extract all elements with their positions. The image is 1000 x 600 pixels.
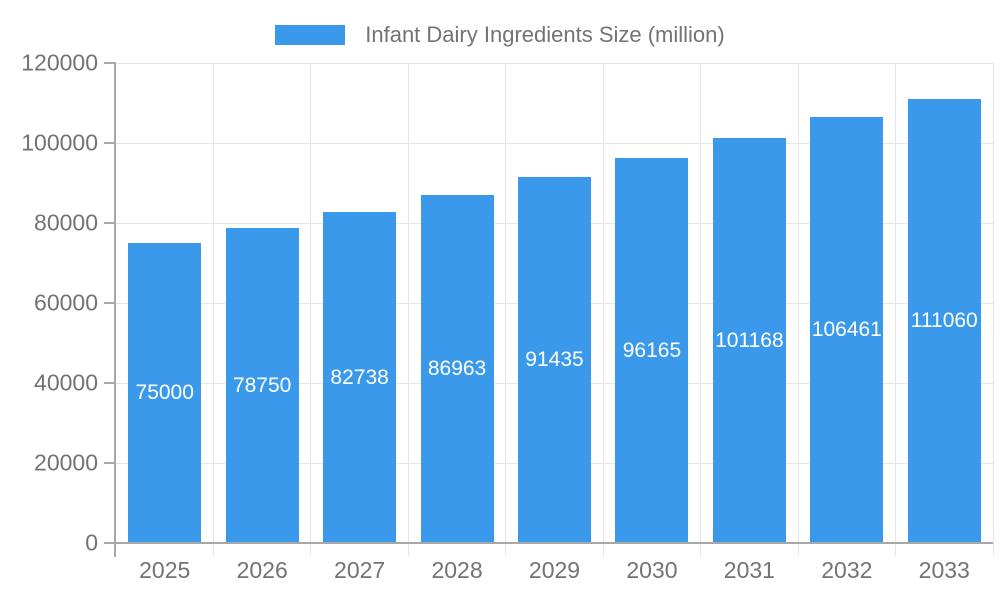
bar[interactable]	[518, 177, 591, 543]
bar[interactable]	[810, 117, 884, 543]
gridline-vertical	[310, 63, 312, 556]
x-axis-line	[114, 542, 993, 544]
x-tick-label: 2029	[528, 557, 581, 583]
gridline-horizontal	[116, 62, 993, 64]
bar-value-label: 82738	[330, 365, 389, 389]
bar[interactable]	[615, 158, 689, 543]
y-tick-label: 40000	[34, 369, 98, 396]
x-tick-label: 2028	[431, 557, 483, 583]
gridline-vertical	[212, 63, 214, 556]
y-tick	[104, 462, 116, 464]
bar-value-label: 111060	[910, 308, 978, 332]
y-tick	[104, 542, 116, 544]
x-tick-label: 2025	[139, 557, 191, 583]
y-tick-label: 100000	[21, 129, 98, 156]
bar-value-label: 78750	[232, 373, 292, 397]
bar-value-label: 91435	[525, 348, 584, 372]
y-tick	[104, 302, 116, 304]
x-tick-label: 2027	[334, 557, 386, 583]
gridline-horizontal	[116, 142, 993, 144]
bar-value-label: 86963	[427, 357, 487, 381]
y-tick-label: 60000	[34, 289, 98, 316]
bar[interactable]	[225, 228, 299, 543]
gridline-vertical	[797, 63, 799, 556]
x-tick-label: 2026	[236, 557, 288, 583]
y-tick	[104, 382, 116, 384]
gridline-vertical	[505, 63, 507, 556]
x-tick-label: 2033	[918, 557, 970, 583]
legend-swatch	[275, 25, 346, 45]
legend-label: Infant Dairy Ingredients Size (million)	[365, 22, 725, 47]
bar[interactable]	[907, 98, 981, 543]
gridline-vertical	[992, 63, 994, 556]
plot-area: 0 20000 40000 60000 80000 100000 120000 75000 20…	[21, 50, 994, 583]
bar[interactable]	[712, 138, 786, 543]
y-tick-label: 80000	[34, 209, 98, 236]
y-tick	[104, 62, 116, 64]
bar[interactable]	[323, 212, 397, 543]
gridline-vertical	[407, 63, 409, 556]
y-tick-label: 120000	[21, 49, 98, 76]
y-tick-label: 20000	[34, 449, 98, 476]
x-tick-label: 2031	[723, 557, 775, 583]
gridline-vertical	[700, 63, 702, 556]
y-tick-label: 0	[85, 529, 98, 556]
bar-value-label: 101168	[715, 328, 784, 352]
gridline-vertical	[895, 63, 897, 556]
gridline-vertical	[602, 63, 604, 556]
bar-value-label: 106461	[811, 318, 882, 342]
y-tick	[104, 222, 116, 224]
y-axis-line	[114, 63, 116, 557]
bar[interactable]	[420, 195, 494, 543]
y-tick	[104, 142, 116, 144]
bar-value-label: 96165	[622, 338, 682, 362]
x-tick-label: 2032	[821, 557, 873, 583]
bar-value-label: 75000	[135, 381, 194, 404]
legend[interactable]: Infant Dairy Ingredients Size (million)	[0, 22, 1000, 48]
bar[interactable]	[128, 243, 202, 543]
x-tick-label: 2030	[626, 557, 678, 583]
